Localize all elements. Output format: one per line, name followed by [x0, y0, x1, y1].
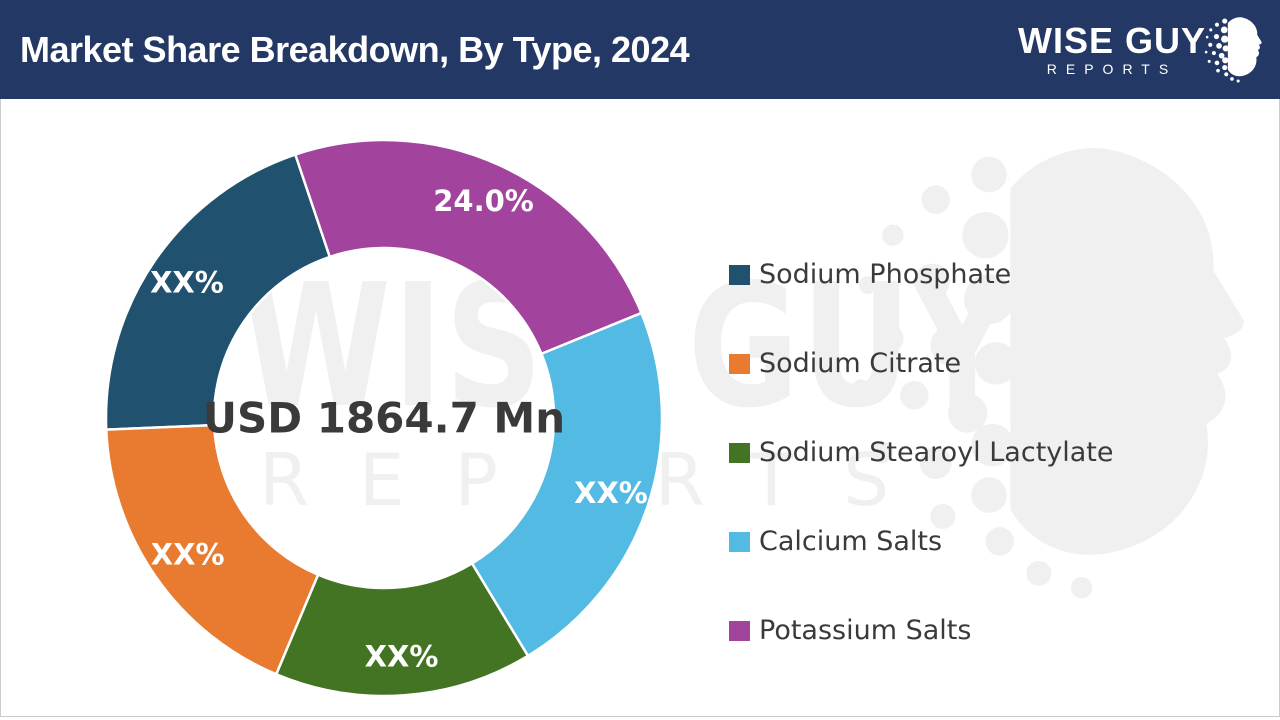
chart-center-value: USD 1864.7 Mn — [202, 393, 566, 443]
legend-swatch — [729, 532, 750, 552]
legend-swatch — [729, 265, 750, 285]
legend-label: Sodium Phosphate — [759, 259, 1012, 290]
legend-item: Sodium Citrate — [729, 348, 1114, 379]
legend-label: Sodium Citrate — [759, 348, 962, 379]
segment-percent-label: XX% — [150, 266, 224, 300]
wiseguy-logo: WISE GUY REPORTS — [1018, 10, 1264, 90]
donut-segment-calcium-salts — [470, 311, 664, 658]
legend-swatch — [729, 354, 750, 374]
legend-swatch — [729, 443, 750, 463]
donut-segment-sodium-citrate — [104, 423, 320, 676]
legend-label: Calcium Salts — [759, 526, 943, 557]
logo-text: WISE GUY REPORTS — [1017, 20, 1206, 77]
legend: Sodium Phosphate Sodium Citrate Sodium S… — [729, 259, 1114, 710]
legend-label: Potassium Salts — [759, 615, 972, 646]
header: Market Share Breakdown, By Type, 2024 WI… — [0, 0, 1280, 99]
legend-item: Potassium Salts — [729, 615, 1114, 646]
segment-percent-label: XX% — [365, 640, 439, 674]
legend-item: Calcium Salts — [729, 526, 1114, 557]
legend-swatch — [729, 621, 750, 641]
donut-segment-sodium-phosphate — [104, 153, 332, 431]
segment-percent-label: XX% — [574, 476, 648, 510]
page-title: Market Share Breakdown, By Type, 2024 — [20, 28, 690, 70]
logo-tagline: REPORTS — [1046, 61, 1178, 77]
donut-chart: XX% XX% XX% XX% 24.0% — [104, 138, 664, 698]
segment-percent-label: XX% — [151, 538, 225, 572]
logo-wordmark: WISE GUY — [1017, 20, 1206, 61]
donut-segment-potassium-salts — [294, 138, 643, 356]
chart-card: WISE GUY REPORTS XX%XX%XX%XX%24.0% USD 1… — [0, 99, 1280, 717]
legend-item: Sodium Phosphate — [729, 259, 1114, 290]
legend-label: Sodium Stearoyl Lactylate — [759, 437, 1114, 468]
logo-face-icon — [1202, 10, 1264, 90]
segment-percent-label: 24.0% — [433, 184, 534, 218]
legend-item: Sodium Stearoyl Lactylate — [729, 437, 1114, 468]
